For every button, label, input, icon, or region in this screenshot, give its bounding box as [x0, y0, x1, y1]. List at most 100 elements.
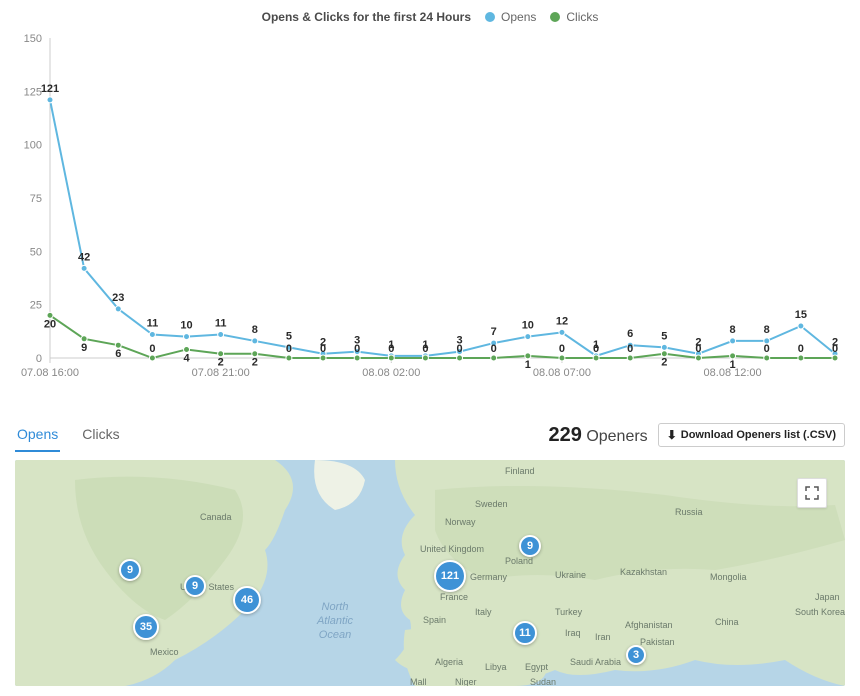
map-marker[interactable]: 11	[513, 621, 537, 645]
svg-text:Sudan: Sudan	[530, 677, 556, 686]
svg-text:Iran: Iran	[595, 632, 611, 642]
svg-text:South Korea: South Korea	[795, 607, 845, 617]
svg-text:Kazakhstan: Kazakhstan	[620, 567, 667, 577]
map-marker[interactable]: 3	[626, 645, 646, 665]
map-marker[interactable]: 9	[119, 559, 141, 581]
svg-text:0: 0	[457, 343, 463, 355]
svg-text:08.08 02:00: 08.08 02:00	[362, 367, 420, 379]
svg-text:Sweden: Sweden	[475, 499, 508, 509]
svg-text:Saudi Arabia: Saudi Arabia	[570, 657, 621, 667]
svg-text:100: 100	[24, 140, 42, 152]
svg-text:50: 50	[30, 246, 42, 258]
map-marker[interactable]: 35	[133, 614, 159, 640]
svg-text:2: 2	[661, 357, 667, 369]
svg-text:20: 20	[44, 318, 56, 330]
map-fullscreen-button[interactable]	[797, 478, 827, 508]
svg-text:0: 0	[764, 343, 770, 355]
svg-text:6: 6	[627, 328, 633, 340]
svg-text:Norway: Norway	[445, 517, 476, 527]
legend-label-opens: Opens	[501, 10, 536, 24]
tab-opens-label: Opens	[17, 426, 58, 442]
svg-text:0: 0	[559, 343, 565, 355]
tabs: Opens Clicks	[15, 418, 122, 452]
svg-text:121: 121	[41, 83, 59, 95]
chart-svg: 025507510012515007.08 16:0007.08 21:0008…	[15, 28, 845, 388]
svg-text:1: 1	[525, 359, 531, 371]
svg-text:Algeria: Algeria	[435, 657, 463, 667]
svg-text:Pakistan: Pakistan	[640, 637, 675, 647]
svg-text:25: 25	[30, 300, 42, 312]
svg-text:9: 9	[81, 342, 87, 354]
legend-dot-clicks	[550, 12, 560, 22]
svg-text:75: 75	[30, 193, 42, 205]
svg-text:Japan: Japan	[815, 592, 840, 602]
svg-text:11: 11	[147, 318, 159, 330]
svg-text:Poland: Poland	[505, 556, 533, 566]
map-marker[interactable]: 9	[519, 535, 541, 557]
svg-text:Italy: Italy	[475, 607, 492, 617]
svg-text:North: North	[322, 601, 349, 613]
svg-text:Mexico: Mexico	[150, 647, 179, 657]
tab-clicks[interactable]: Clicks	[80, 418, 121, 452]
svg-text:Ocean: Ocean	[319, 629, 351, 641]
svg-text:5: 5	[286, 330, 292, 342]
svg-text:2: 2	[252, 357, 258, 369]
svg-text:Niger: Niger	[455, 677, 477, 686]
svg-text:0: 0	[149, 343, 155, 355]
svg-text:4: 4	[183, 352, 190, 364]
svg-text:07.08 16:00: 07.08 16:00	[21, 367, 79, 379]
map-marker[interactable]: 9	[184, 575, 206, 597]
svg-text:12: 12	[556, 315, 568, 327]
svg-text:2: 2	[218, 357, 224, 369]
tab-opens[interactable]: Opens	[15, 418, 60, 452]
svg-text:Canada: Canada	[200, 512, 232, 522]
svg-text:0: 0	[593, 343, 599, 355]
tabs-row: Opens Clicks 229 Openers ⬇ Download Open…	[15, 418, 845, 452]
fullscreen-icon	[805, 486, 819, 500]
svg-text:0: 0	[388, 343, 394, 355]
svg-text:United Kingdom: United Kingdom	[420, 544, 484, 554]
line-chart: 025507510012515007.08 16:0007.08 21:0008…	[15, 28, 845, 388]
svg-text:0: 0	[354, 343, 360, 355]
svg-text:Ukraine: Ukraine	[555, 570, 586, 580]
svg-text:1: 1	[730, 359, 736, 371]
svg-text:5: 5	[661, 330, 667, 342]
tab-clicks-label: Clicks	[82, 426, 119, 442]
openers-count: 229	[548, 424, 581, 446]
svg-text:11: 11	[215, 318, 227, 330]
svg-text:8: 8	[730, 324, 736, 336]
download-openers-button[interactable]: ⬇ Download Openers list (.CSV)	[658, 423, 845, 447]
legend-dot-opens	[485, 12, 495, 22]
svg-text:China: China	[715, 617, 739, 627]
svg-text:6: 6	[115, 348, 121, 360]
svg-text:0: 0	[422, 343, 428, 355]
svg-text:10: 10	[522, 320, 534, 332]
svg-text:0: 0	[320, 343, 326, 355]
legend-label-clicks: Clicks	[566, 10, 598, 24]
svg-text:125: 125	[24, 86, 42, 98]
svg-text:Spain: Spain	[423, 615, 446, 625]
svg-text:Germany: Germany	[470, 572, 508, 582]
openers-label: Openers	[586, 428, 647, 445]
svg-text:8: 8	[252, 324, 258, 336]
map-marker[interactable]: 121	[434, 560, 466, 592]
svg-text:7: 7	[491, 326, 497, 338]
svg-text:Iraq: Iraq	[565, 628, 581, 638]
svg-text:0: 0	[695, 343, 701, 355]
map-marker[interactable]: 46	[233, 586, 261, 614]
legend-opens: Opens	[485, 10, 536, 24]
svg-text:0: 0	[627, 343, 633, 355]
svg-text:15: 15	[795, 309, 807, 321]
openers-info: 229 Openers ⬇ Download Openers list (.CS…	[548, 423, 845, 447]
svg-text:Mongolia: Mongolia	[710, 572, 747, 582]
legend-clicks: Clicks	[550, 10, 598, 24]
svg-text:42: 42	[78, 251, 90, 263]
svg-text:10: 10	[180, 320, 192, 332]
svg-text:Libya: Libya	[485, 662, 507, 672]
svg-text:Turkey: Turkey	[555, 607, 583, 617]
svg-text:0: 0	[36, 353, 42, 365]
download-label: Download Openers list (.CSV)	[681, 429, 836, 441]
svg-text:07.08 21:00: 07.08 21:00	[192, 367, 250, 379]
openers-map[interactable]: NorthAtlanticOceanCanadaUnited StatesMex…	[15, 460, 845, 686]
svg-text:Finland: Finland	[505, 466, 535, 476]
